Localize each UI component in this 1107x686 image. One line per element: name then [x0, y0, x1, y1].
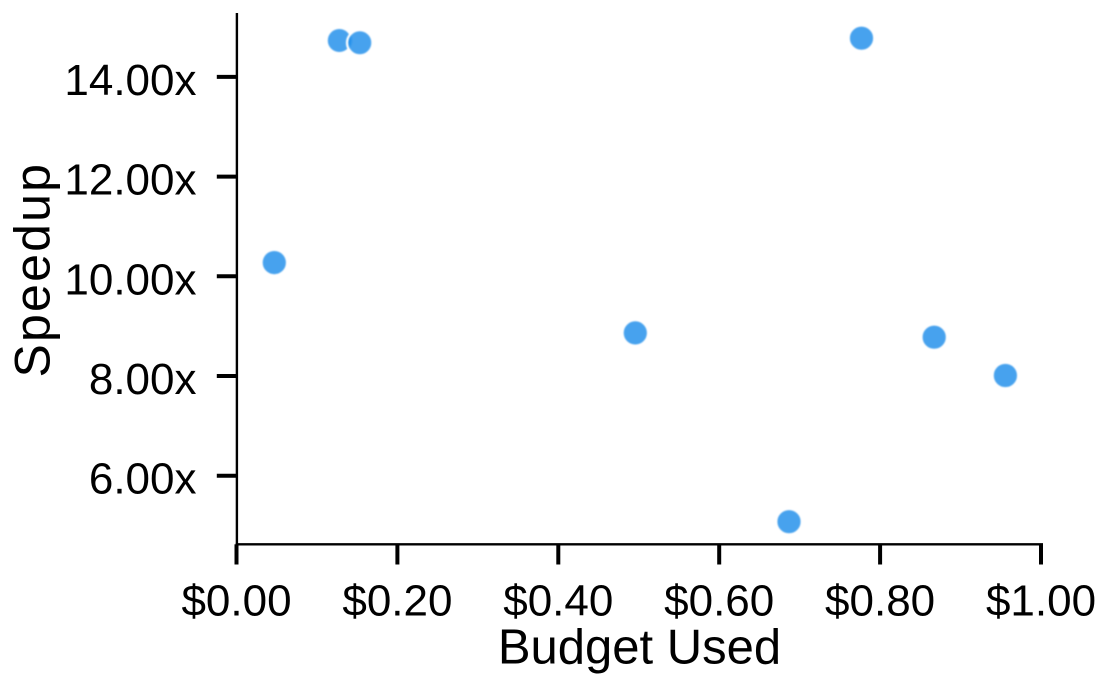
svg-text:Speedup: Speedup	[5, 162, 61, 378]
svg-text:$0.80: $0.80	[825, 576, 935, 625]
svg-text:6.00x: 6.00x	[89, 455, 197, 504]
svg-text:$0.60: $0.60	[664, 576, 774, 625]
svg-text:$1.00: $1.00	[986, 576, 1096, 625]
svg-text:Budget Used: Budget Used	[498, 621, 781, 675]
svg-text:10.00x: 10.00x	[64, 255, 196, 304]
svg-text:12.00x: 12.00x	[64, 156, 196, 205]
svg-text:$0.20: $0.20	[342, 576, 452, 625]
svg-text:8.00x: 8.00x	[89, 355, 197, 404]
svg-text:$0.40: $0.40	[503, 576, 613, 625]
svg-text:$0.00: $0.00	[181, 576, 291, 625]
svg-text:14.00x: 14.00x	[64, 56, 196, 105]
